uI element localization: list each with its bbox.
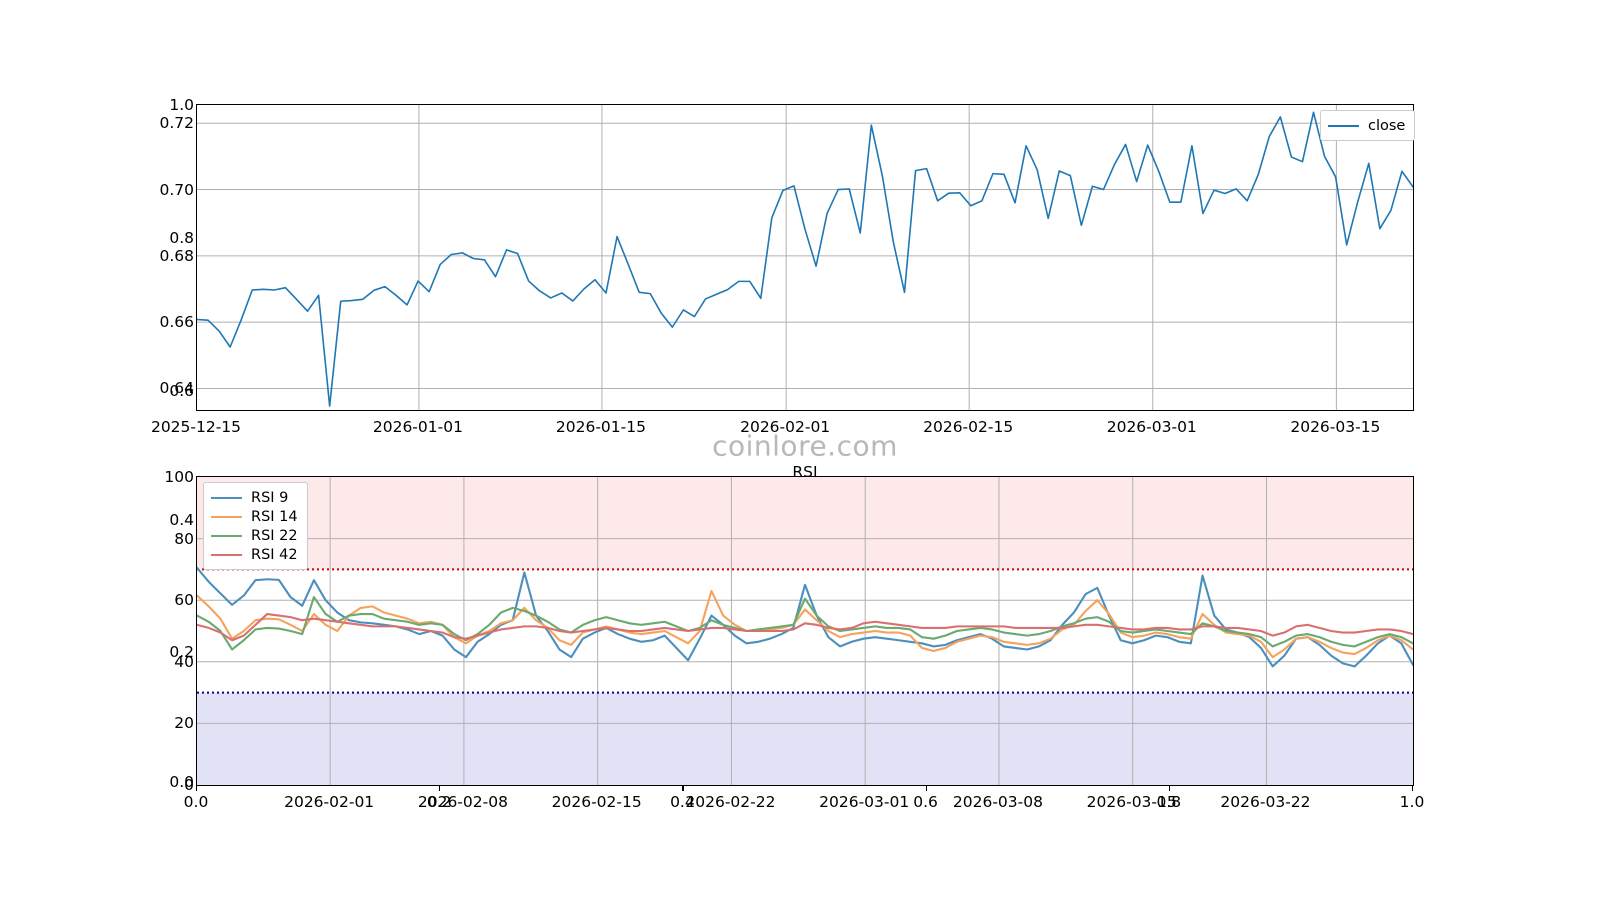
rsi-x-normalized-tick (682, 785, 684, 791)
rsi-y-axis-normalized-labels: 0.4 0.2 0.0 (148, 476, 201, 791)
price-y-tick-label: 0.68 (159, 246, 194, 265)
rsi-y-tick-label: 40 (174, 652, 194, 671)
rsi-x-normalized-label: 1.0 (1399, 793, 1425, 811)
rsi-x-tick-label: 2026-03-01 (819, 793, 910, 811)
price-plot-area (197, 105, 1413, 410)
rsi-x-normalized-tick (1412, 785, 1414, 791)
price-line-svg (197, 105, 1413, 410)
rsi-x-tick-label: 2026-02-22 (685, 793, 776, 811)
legend-label: RSI 22 (251, 527, 298, 544)
rsi-x-normalized-label: 0.8 (1156, 793, 1182, 811)
legend-label: RSI 9 (251, 489, 289, 506)
rsi-legend: RSI 9 RSI 14 RSI 22 RSI 42 (203, 482, 308, 570)
legend-color-swatch (211, 496, 242, 499)
rsi-plot-area (197, 477, 1413, 785)
rsi-x-normalized-tick (439, 785, 441, 791)
legend-label: close (1368, 117, 1406, 134)
rsi-y-tick-label: 60 (174, 591, 194, 610)
rsi-x-tick-label: 2026-02-15 (551, 793, 642, 811)
price-x-tick-label: 2026-03-01 (1106, 418, 1197, 436)
rsi-x-normalized-label: 0.0 (183, 793, 209, 811)
rsi-x-tick-label: 2026-03-22 (1220, 793, 1311, 811)
rsi-legend-item[interactable]: RSI 22 (211, 526, 298, 545)
rsi-legend-item[interactable]: RSI 9 (211, 488, 298, 507)
price-x-tick-label: 2026-01-15 (555, 418, 646, 436)
price-x-tick-label: 2026-03-15 (1290, 418, 1381, 436)
price-x-tick-label: 2026-02-01 (740, 418, 831, 436)
rsi-y-normalized-label: 0.4 (169, 510, 194, 529)
rsi-x-normalized-tick (925, 785, 927, 791)
rsi-x-normalized-label: 0.6 (913, 793, 938, 811)
price-x-axis-labels: 2025-12-15 2026-01-01 2026-01-15 2026-02-01… (151, 418, 1414, 442)
rsi-x-tick-label: 2026-02-01 (284, 793, 375, 811)
rsi-y-tick-label: 100 (164, 468, 194, 486)
price-y-tick-label: 0.70 (159, 180, 194, 199)
price-x-tick-label: 2025-12-15 (150, 418, 242, 436)
watermark: coinlore.com (712, 429, 898, 463)
price-y-axis-labels: 0.72 0.70 0.68 0.66 0.64 (148, 104, 201, 411)
price-y-normalized-label: 0.6 (169, 382, 194, 401)
rsi-x-tick-label: 2026-02-08 (417, 793, 508, 811)
legend-color-swatch (1328, 124, 1359, 127)
price-y-normalized-label: 1.0 (169, 96, 194, 114)
rsi-x-normalized-tick (1168, 785, 1170, 791)
rsi-y-tick-label: 20 (174, 714, 194, 733)
rsi-y-normalized-label: 0.0 (169, 773, 194, 792)
price-legend-item[interactable]: close (1328, 116, 1405, 135)
rsi-y-tick-label: 80 (174, 529, 194, 548)
rsi-legend-item[interactable]: RSI 42 (211, 545, 298, 564)
price-legend: close (1320, 110, 1416, 141)
rsi-x-normalized-label: 0.4 (670, 793, 695, 811)
rsi-y-axis-labels: 100 80 60 40 20 0 (148, 468, 201, 794)
rsi-x-tick-label: 2026-03-08 (952, 793, 1043, 811)
rsi-x-tick-label: 2026-03-15 (1086, 793, 1177, 811)
rsi-x-normalized-label: 0.2 (426, 793, 452, 811)
rsi-x-axis-labels: 2026-02-01 2026-02-08 2026-02-15 2026-02-22… (184, 785, 1424, 817)
rsi-y-normalized-label: 0.2 (169, 643, 194, 662)
rsi-line-svg (197, 477, 1413, 785)
price-chart-axes (196, 104, 1414, 411)
price-x-tick-label: 2026-01-01 (372, 418, 463, 436)
rsi-x-normalized-tick (196, 785, 198, 791)
price-y-tick-label: 0.66 (159, 313, 194, 332)
legend-label: RSI 14 (251, 508, 298, 525)
legend-color-swatch (211, 553, 242, 556)
price-y-axis-normalized-labels: 1.0 0.8 0.6 (148, 96, 201, 411)
legend-label: RSI 42 (251, 546, 298, 563)
legend-color-swatch (211, 534, 242, 537)
rsi-y-tick-label: 0 (184, 776, 194, 794)
price-y-normalized-label: 0.8 (169, 229, 194, 248)
rsi-legend-item[interactable]: RSI 14 (211, 507, 298, 526)
rsi-chart-axes (196, 476, 1414, 786)
price-y-tick-label: 0.64 (159, 379, 194, 398)
legend-color-swatch (211, 515, 242, 518)
price-y-tick-label: 0.72 (159, 114, 194, 133)
price-x-tick-label: 2026-02-15 (923, 418, 1014, 436)
